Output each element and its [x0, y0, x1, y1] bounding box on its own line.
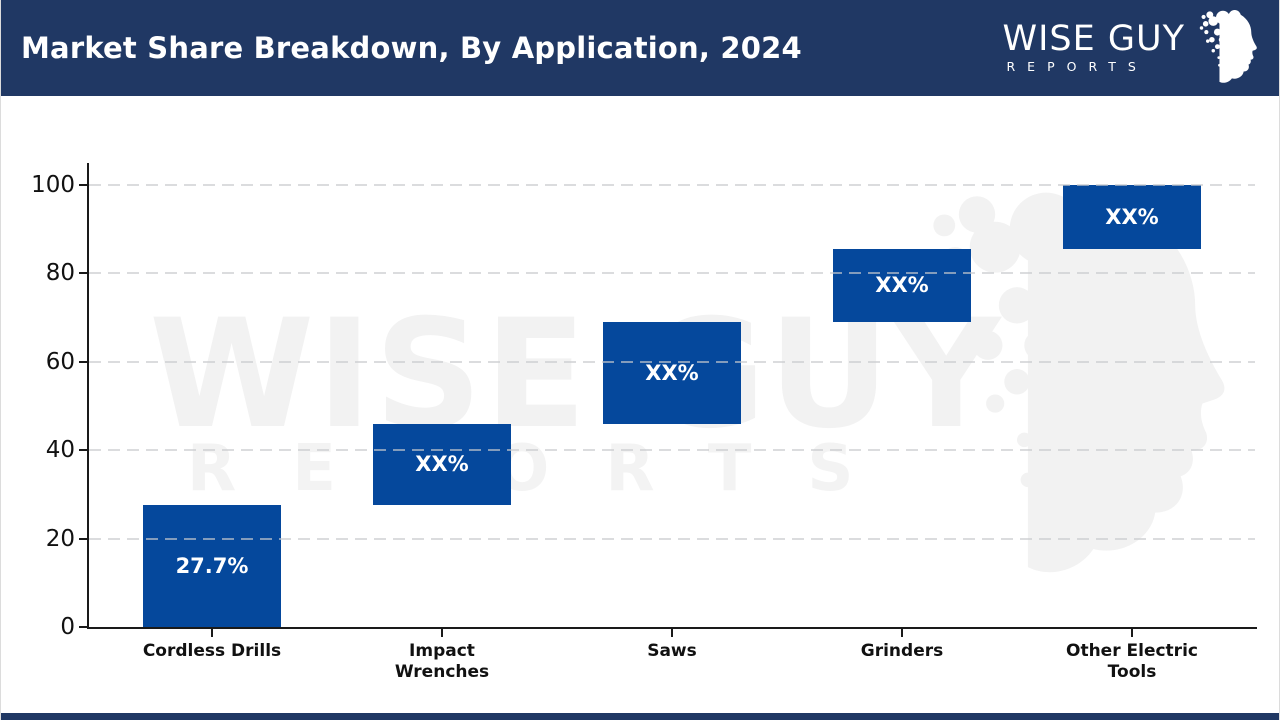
- gridline: [89, 272, 1255, 275]
- y-tick-label: 100: [31, 172, 75, 198]
- bar-value-label: XX%: [645, 360, 699, 385]
- bar-value-label: XX%: [1105, 205, 1159, 230]
- y-tick-label: 20: [45, 525, 75, 552]
- y-tick-mark: [79, 449, 87, 452]
- bar-segment: [373, 423, 511, 505]
- header-bar: Market Share Breakdown, By Application, …: [1, 0, 1279, 96]
- wiseguy-logo: WISE GUY REPORTS: [1002, 9, 1263, 87]
- logo-subtitle: REPORTS: [1006, 59, 1148, 75]
- y-tick-mark: [79, 272, 87, 275]
- y-tick-label: 0: [60, 614, 75, 640]
- x-category-label: Saws: [647, 641, 697, 661]
- logo-wordmark: WISE GUY: [1002, 19, 1185, 60]
- x-tick-mark: [1131, 629, 1133, 637]
- logo-head-icon: [1199, 10, 1257, 83]
- y-axis-line: [87, 163, 89, 629]
- bar-value-label: XX%: [875, 273, 929, 298]
- x-tick-mark: [901, 629, 903, 637]
- gridline: [89, 360, 1255, 363]
- x-tick-mark: [441, 629, 443, 637]
- gridline: [89, 184, 1255, 186]
- y-tick-label: 80: [45, 260, 75, 287]
- bar-segment: [833, 249, 971, 322]
- bar-segment: [1063, 185, 1201, 250]
- bar-segment: [603, 321, 741, 424]
- gridline: [89, 537, 1255, 540]
- y-tick-label: 40: [45, 437, 75, 464]
- y-tick-label: 60: [45, 348, 75, 375]
- page-title: Market Share Breakdown, By Application, …: [21, 31, 802, 65]
- y-tick-mark: [79, 537, 87, 540]
- bar-segment: [143, 504, 281, 627]
- x-tick-mark: [671, 629, 673, 637]
- y-tick-mark: [79, 360, 87, 363]
- x-category-label: Cordless Drills: [142, 641, 282, 661]
- gridline: [89, 449, 1255, 452]
- y-tick-mark: [79, 626, 87, 628]
- x-category-label: Other Electric Tools: [1066, 641, 1198, 683]
- x-axis-line: [87, 627, 1257, 629]
- bar-value-label: 27.7%: [175, 553, 249, 578]
- x-tick-mark: [211, 629, 213, 637]
- watermark-subtitle: REPORTS: [187, 432, 910, 506]
- x-category-label: Grinders: [860, 641, 944, 661]
- x-category-label: Impact Wrenches: [394, 641, 490, 683]
- logo-text: WISE GUY REPORTS: [1002, 22, 1185, 74]
- bar-value-label: XX%: [415, 452, 469, 477]
- footer-bar: [1, 713, 1279, 720]
- y-tick-mark: [79, 184, 87, 186]
